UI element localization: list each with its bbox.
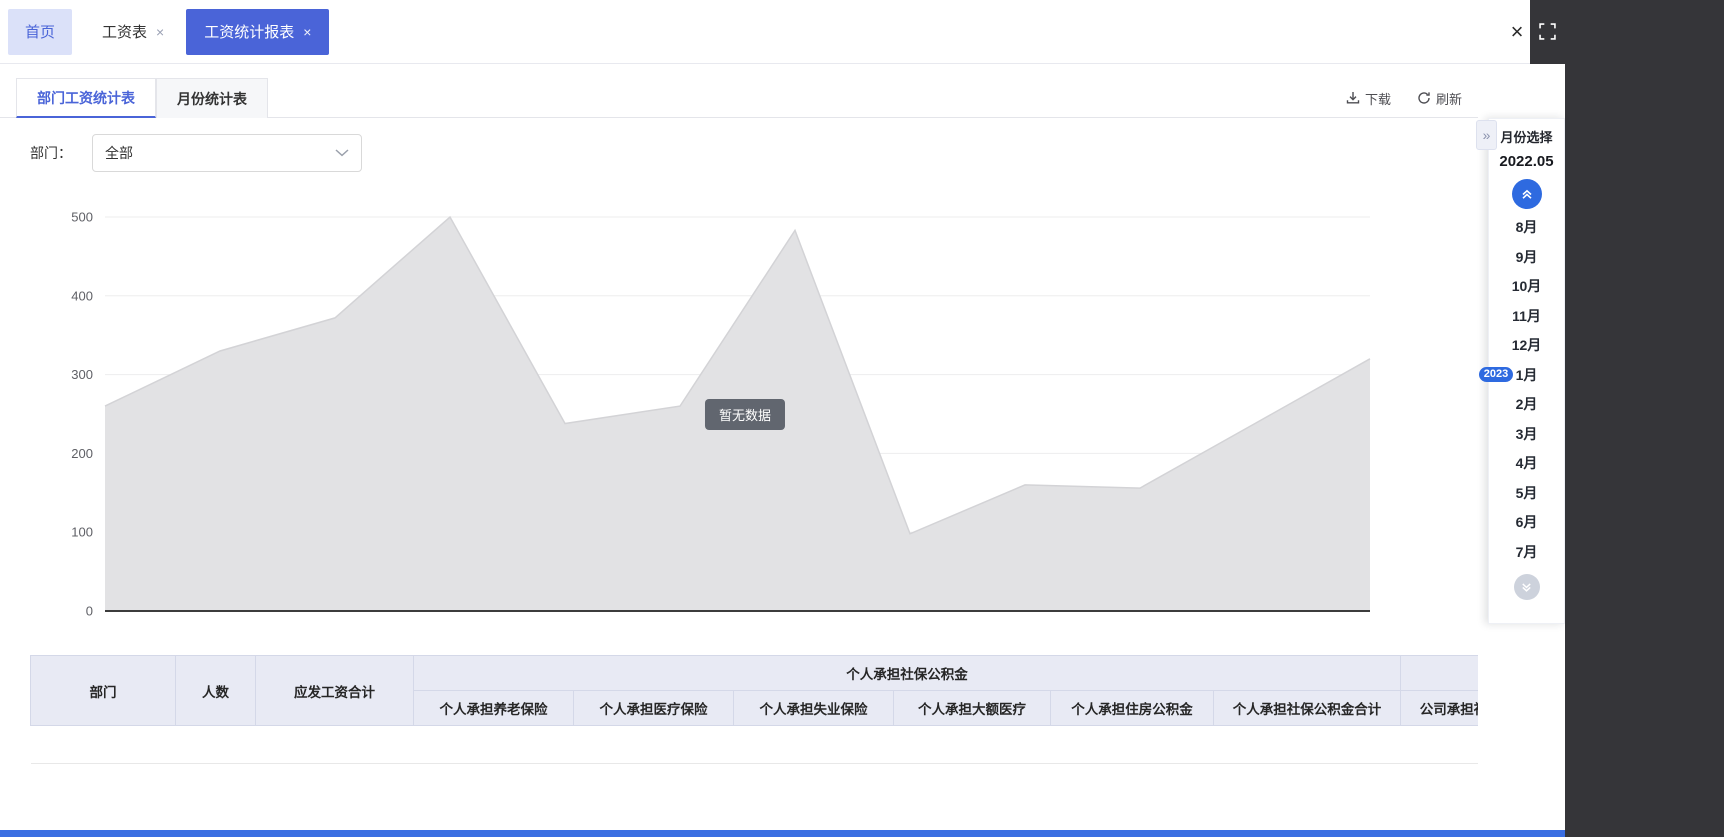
tab-label: 工资统计报表: [204, 24, 295, 41]
col-header-dept: 部门: [30, 655, 176, 726]
svg-text:400: 400: [71, 288, 93, 303]
tab-label: 首页: [24, 24, 55, 41]
current-month: 2022.05: [1499, 153, 1554, 170]
svg-text:100: 100: [71, 525, 93, 540]
report-tab-bar: 部门工资统计表 月份统计表 下载 刷新: [0, 78, 1478, 118]
svg-text:200: 200: [71, 446, 93, 461]
month-item[interactable]: 1月: [1515, 366, 1538, 383]
dept-filter-label: 部门：: [30, 145, 72, 161]
col-header-unemployment: 个人承担失业保险: [733, 690, 894, 726]
download-button[interactable]: 下载: [1346, 89, 1391, 108]
close-icon[interactable]: ×: [1510, 19, 1524, 44]
download-label: 下载: [1364, 91, 1391, 107]
close-icon[interactable]: ×: [303, 23, 312, 40]
col-header-major-medical: 个人承担大额医疗: [893, 690, 1051, 726]
chevron-down-icon: [335, 149, 349, 157]
month-panel-title: 月份选择: [1500, 130, 1553, 145]
dept-select[interactable]: 全部: [92, 134, 362, 172]
table-row: [30, 725, 1478, 764]
refresh-icon: [1418, 92, 1430, 104]
col-header-pension: 个人承担养老保险: [413, 690, 574, 726]
month-item[interactable]: 6月: [1515, 514, 1538, 530]
col-header-personal-total: 个人承担社保公积金合计: [1213, 690, 1401, 726]
col-header-gross-total: 应发工资合计: [255, 655, 414, 726]
dark-corner: [1530, 0, 1724, 64]
month-item[interactable]: 2月: [1515, 396, 1538, 412]
svg-text:500: 500: [71, 210, 93, 225]
tab-label: 工资表: [102, 24, 148, 41]
fullscreen-icon[interactable]: [1539, 23, 1556, 40]
month-item[interactable]: 7月: [1515, 543, 1538, 560]
double-chevron-up-icon: [1521, 189, 1532, 199]
month-item[interactable]: 12月: [1511, 337, 1542, 353]
collapse-right-icon[interactable]: »: [1476, 120, 1497, 150]
tab-salary-stats-report[interactable]: 工资统计报表 ×: [186, 8, 330, 55]
dark-side-area: [1565, 64, 1724, 837]
tab-dept-salary-stats[interactable]: 部门工资统计表: [16, 78, 156, 118]
col-header-headcount: 人数: [175, 655, 256, 726]
month-item[interactable]: 10月: [1511, 278, 1542, 294]
month-item[interactable]: 9月: [1515, 248, 1538, 265]
group-header-company: [1400, 655, 1478, 691]
month-item[interactable]: 5月: [1515, 484, 1538, 501]
tab-home[interactable]: 首页: [8, 8, 72, 55]
month-item[interactable]: 8月: [1515, 219, 1538, 235]
refresh-button[interactable]: 刷新: [1417, 89, 1462, 108]
group-header-personal: 个人承担社保公积金: [413, 655, 1401, 691]
app-window: 首页 工资表 × 工资统计报表 × × 部门工资统计表 月份统计表 下载 刷新 …: [0, 0, 1565, 837]
month-item[interactable]: 11月: [1512, 307, 1541, 324]
tab-salary-sheet[interactable]: 工资表 ×: [86, 9, 180, 55]
col-header-company-pension: 公司承担社保公积金: [1400, 690, 1478, 726]
salary-summary-table: 部门 人数 应发工资合计 个人承担社保公积金 个人承担养老保险 个人承担医疗保险…: [30, 655, 1478, 764]
close-icon[interactable]: ×: [156, 23, 165, 40]
tab-month-stats[interactable]: 月份统计表: [156, 78, 268, 118]
no-data-tooltip: 暂无数据: [704, 399, 786, 430]
month-item[interactable]: 4月: [1515, 455, 1538, 471]
month-item[interactable]: 3月: [1515, 425, 1538, 442]
scroll-down-button[interactable]: [1513, 574, 1540, 600]
year-badge: 2023: [1479, 367, 1513, 382]
dept-select-value: 全部: [105, 145, 133, 161]
svg-text:0: 0: [86, 604, 93, 619]
horizontal-scrollbar[interactable]: [0, 830, 1565, 837]
col-header-medical: 个人承担医疗保险: [573, 690, 734, 726]
col-header-housing-fund: 个人承担住房公积金: [1050, 690, 1214, 726]
salary-chart-area: 0 100 200 300 400 500 暂无数据: [30, 198, 1440, 630]
svg-text:300: 300: [71, 367, 93, 382]
double-chevron-down-icon: [1522, 582, 1531, 592]
chart-toolbar: 下载 刷新: [1346, 78, 1462, 118]
download-icon: [1346, 92, 1360, 104]
top-tab-bar: 首页 工资表 × 工资统计报表 × ×: [0, 0, 1565, 64]
refresh-label: 刷新: [1435, 91, 1462, 107]
scroll-up-button[interactable]: [1511, 179, 1542, 209]
